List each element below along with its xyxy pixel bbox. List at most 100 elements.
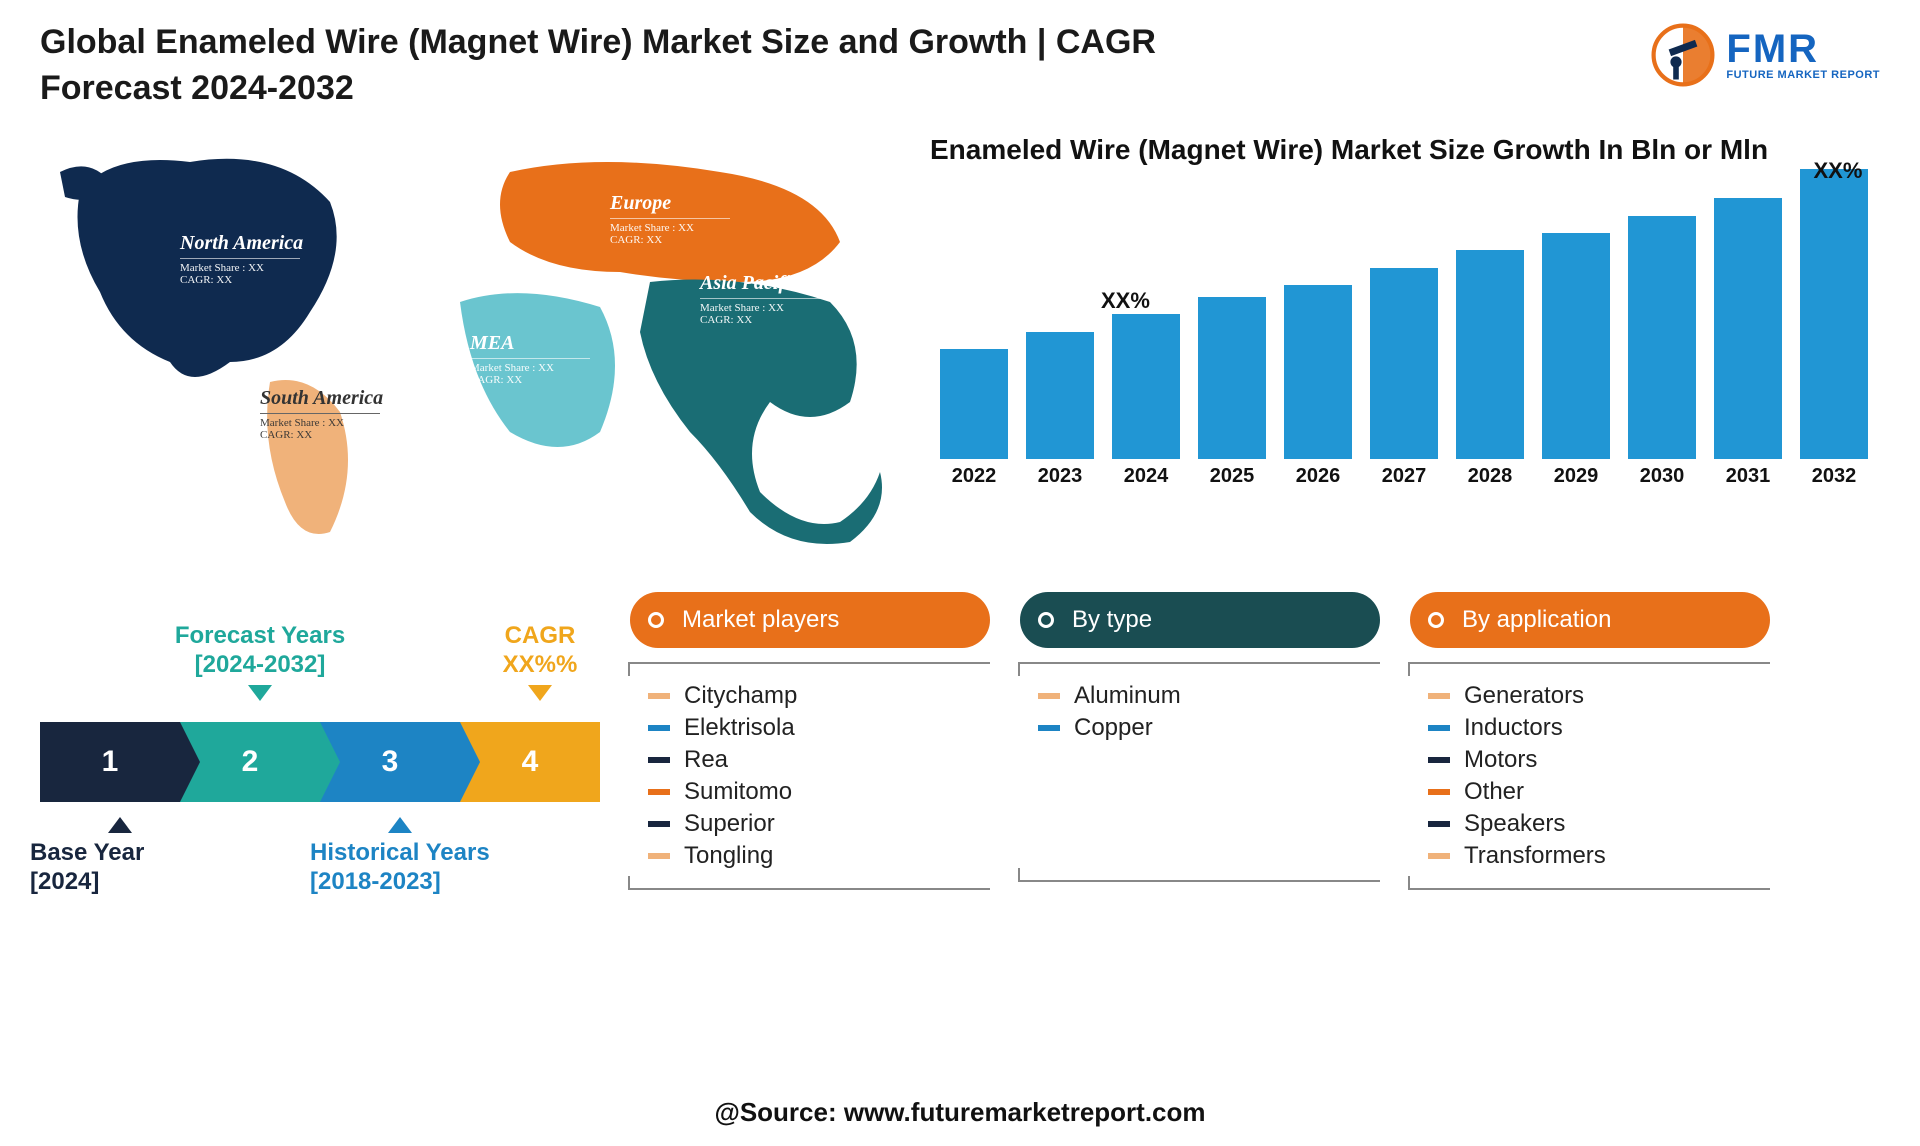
world-map: North AmericaMarket Share : XXCAGR: XX So… [40,132,900,552]
bar-year-label: 2025 [1210,465,1255,488]
region-label-sa: South America Market Share : XXCAGR: XX [260,387,383,441]
logo-abbr: FMR [1726,29,1880,69]
bar [1542,233,1610,459]
category-type: By type Aluminum Copper [1020,592,1380,882]
tl-label-range: [2024-2032] [170,651,350,680]
category-pill-application: By application [1410,592,1770,648]
bar-year-label: 2026 [1296,465,1341,488]
bar [1628,216,1696,460]
bar [1456,250,1524,459]
bar-year-label: 2031 [1726,465,1771,488]
region-share: Market Share : XX [700,302,820,314]
source-attribution: @Source: www.futuremarketreport.com [714,1097,1205,1128]
category-pill-players: Market players [630,592,990,648]
pill-dot-icon [1038,612,1054,628]
list-item: Transformers [1428,842,1770,870]
bar-col: 2022 [940,349,1008,488]
list-item: Sumitomo [648,778,990,806]
tl-label-range: XX%% [450,651,630,680]
bar-year-label: 2029 [1554,465,1599,488]
list-item: Generators [1428,682,1770,710]
list-item-label: Rea [684,746,728,774]
tick-icon [1038,725,1060,731]
bar-col: 2032 [1800,169,1868,488]
pill-label: By application [1462,606,1611,634]
list-item: Citychamp [648,682,990,710]
bar-col: 2024 [1112,314,1180,488]
region-cagr: CAGR: XX [700,314,820,326]
timeline-label-hist: Historical Years[2018-2023] [310,817,490,897]
list-item: Aluminum [1038,682,1380,710]
tick-icon [648,725,670,731]
list-item: Speakers [1428,810,1770,838]
category-players: Market players Citychamp Elektrisola Rea Sum… [630,592,990,890]
bar-year-label: 2022 [952,465,997,488]
timeline-label-forecast: Forecast Years[2024-2032] [170,622,350,702]
tl-label-range: [2018-2023] [310,868,490,897]
bar [1714,198,1782,459]
bar-col: 2026 [1284,285,1352,488]
tick-icon [648,693,670,699]
bar [1800,169,1868,459]
bar-col: 2027 [1370,268,1438,488]
timeline-label-base: Base Year[2024] [30,817,210,897]
category-application: By application Generators Inductors Motors O… [1410,592,1770,890]
list-item: Motors [1428,746,1770,774]
list-item-label: Inductors [1464,714,1563,742]
tick-icon [1428,757,1450,763]
region-share: Market Share : XX [470,362,590,374]
bar [1370,268,1438,459]
list-item: Tongling [648,842,990,870]
header: Global Enameled Wire (Magnet Wire) Marke… [40,20,1880,112]
region-name: South America [260,387,383,410]
bar-chart: Enameled Wire (Magnet Wire) Market Size … [930,132,1880,552]
region-share: Market Share : XX [260,417,383,429]
region-name: Asia Pacific [700,272,820,295]
region-label-na: North AmericaMarket Share : XXCAGR: XX [180,232,303,286]
tick-icon [648,757,670,763]
region-name: Europe [610,192,730,215]
category-pill-type: By type [1020,592,1380,648]
chart-title: Enameled Wire (Magnet Wire) Market Size … [930,132,1880,168]
region-share: Market Share : XX [610,222,730,234]
pill-dot-icon [1428,612,1444,628]
pill-label: Market players [682,606,839,634]
main-row: North AmericaMarket Share : XXCAGR: XX So… [40,132,1880,552]
tick-icon [648,789,670,795]
bar-year-label: 2024 [1124,465,1169,488]
bar-col: 2028 [1456,250,1524,488]
bar-annotation: XX% [1814,158,1863,184]
list-item: Copper [1038,714,1380,742]
bar-year-label: 2023 [1038,465,1083,488]
timeline-strip: 1234 [40,722,600,802]
list-item: Inductors [1428,714,1770,742]
bar-col: 2029 [1542,233,1610,488]
bar [1112,314,1180,459]
timeline-seg-1: 1 [40,722,180,802]
tl-label-title: Historical Years [310,839,490,868]
tick-icon [648,821,670,827]
list-item: Rea [648,746,990,774]
tl-label-range: [2024] [30,868,210,897]
list-item-label: Speakers [1464,810,1565,838]
tick-icon [1428,821,1450,827]
list-item: Superior [648,810,990,838]
region-name: MEA [470,332,590,355]
region-label-mea: MEAMarket Share : XXCAGR: XX [470,332,590,386]
bar-col: 2023 [1026,332,1094,489]
timeline-seg-2: 2 [180,722,320,802]
page-title: Global Enameled Wire (Magnet Wire) Marke… [40,20,1240,112]
region-share: Market Share : XX [180,262,303,274]
category-list-players: Citychamp Elektrisola Rea Sumitomo Superior T… [630,662,990,890]
list-item: Elektrisola [648,714,990,742]
bar [1026,332,1094,460]
tl-label-title: Forecast Years [170,622,350,651]
tick-icon [1038,693,1060,699]
region-cagr: CAGR: XX [610,234,730,246]
region-cagr: CAGR: XX [260,429,383,441]
bar-year-label: 2028 [1468,465,1513,488]
region-label-eu: Europe Market Share : XXCAGR: XX [610,192,730,246]
list-item: Other [1428,778,1770,806]
bars-container: 2022202320242025202620272028202920302031… [930,178,1880,488]
logo: FMR FUTURE MARKET REPORT [1648,20,1880,90]
